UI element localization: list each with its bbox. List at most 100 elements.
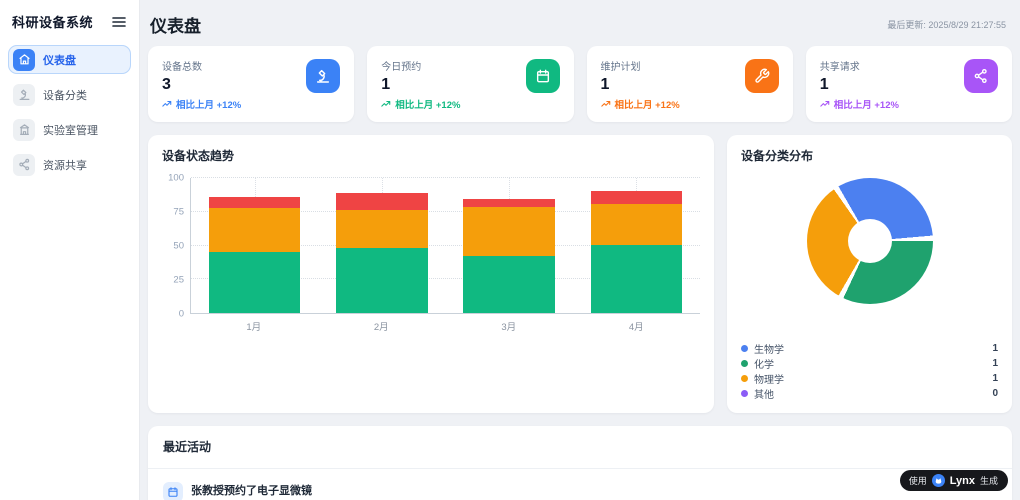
legend-dot	[741, 375, 748, 382]
stacked-bar	[336, 193, 428, 313]
bar-segment-red	[463, 198, 555, 207]
stacked-bar	[590, 190, 683, 313]
gridline	[191, 278, 700, 280]
stat-label: 今日预约	[381, 62, 422, 73]
device-status-trend-card: 设备状态趋势 0 25 50 75 100 1月 2月 3月 4月	[148, 135, 714, 413]
stat-card-today-bookings: 今日预约 1 相比上月 +12%	[367, 46, 574, 122]
donut-chart-box	[741, 178, 998, 304]
lynx-badge[interactable]: 使用 Lynx 生成	[899, 470, 1008, 491]
donut-chart	[806, 178, 933, 304]
bar-segment-orange	[590, 204, 683, 245]
y-axis-labels: 0 25 50 75 100	[162, 173, 190, 320]
x-tick-label: 1月	[246, 322, 262, 333]
sidebar-item-lab-management[interactable]: 实验室管理	[8, 115, 131, 144]
trending-up-icon	[162, 99, 172, 109]
bar-segment-red	[336, 193, 428, 210]
bar-segment-green	[336, 247, 428, 313]
bar-group	[318, 178, 445, 313]
stat-card-total-devices: 设备总数 3 相比上月 +12%	[148, 46, 355, 122]
home-icon	[13, 48, 35, 71]
legend-dot	[741, 390, 748, 397]
trending-up-icon	[600, 99, 611, 109]
calendar-icon	[525, 59, 560, 93]
wrench-icon	[744, 59, 779, 93]
bar-segment-orange	[208, 208, 301, 252]
app-title: 科研设备系统	[12, 15, 94, 30]
y-tick-label: 0	[178, 308, 184, 320]
gridline	[191, 244, 700, 246]
recent-activity-card: 最近活动 张教授预约了电子显微镜 10分钟前	[148, 426, 1012, 500]
donut-hole	[847, 219, 892, 263]
stacked-bar	[463, 198, 555, 313]
stat-cards-row: 设备总数 3 相比上月 +12% 今日预约 1 相比上月 +12% 维护计划 1	[148, 46, 1012, 122]
sidebar-nav: 仪表盘 设备分类 实验室管理 资源共享	[0, 45, 139, 179]
bar-group	[573, 178, 700, 313]
stat-card-share-requests: 共享请求 1 相比上月 +12%	[805, 46, 1012, 122]
x-tick-label: 3月	[501, 322, 517, 333]
donut-legend: 生物学 1 化学 1 物理学 1 其他 0	[741, 341, 998, 401]
x-tick-label: 4月	[628, 322, 644, 333]
x-tick-label: 2月	[373, 322, 389, 333]
sidebar-item-dashboard[interactable]: 仪表盘	[8, 45, 131, 74]
bar-segment-green	[590, 245, 683, 313]
stat-trend: 相比上月 +12%	[381, 97, 460, 111]
bar-segment-red	[590, 190, 683, 205]
y-tick-label: 25	[173, 274, 184, 286]
legend-row-biology[interactable]: 生物学 1	[741, 341, 998, 356]
sidebar-item-label: 设备分类	[43, 89, 87, 102]
sidebar-item-label: 资源共享	[43, 159, 87, 172]
microscope-icon	[13, 83, 35, 106]
page-title: 仪表盘	[150, 17, 201, 36]
x-axis-labels: 1月 2月 3月 4月	[190, 319, 700, 333]
bar-segment-green	[208, 251, 301, 313]
bar-group	[191, 178, 318, 313]
sidebar: 科研设备系统 仪表盘 设备分类 实验室管理 资源共享	[0, 0, 140, 500]
hamburger-menu-icon[interactable]	[111, 14, 127, 30]
charts-row: 设备状态趋势 0 25 50 75 100 1月 2月 3月 4月 设备分类分布 生物学 1	[148, 135, 1012, 413]
y-tick-label: 75	[173, 206, 184, 218]
main-content: 仪表盘 最后更新: 2025/8/29 21:27:55 设备总数 3 相比上月…	[140, 0, 1020, 500]
stat-label: 设备总数	[162, 62, 202, 73]
stat-label: 共享请求	[819, 62, 860, 73]
recent-activity-header: 最近活动	[148, 426, 1012, 469]
stat-label: 维护计划	[600, 62, 641, 73]
stat-value: 1	[600, 76, 610, 93]
chart-title: 设备状态趋势	[162, 149, 235, 163]
gridline	[191, 210, 700, 212]
bar-segment-red	[208, 197, 301, 209]
legend-dot	[741, 345, 748, 352]
y-tick-label: 50	[173, 240, 184, 252]
gridline	[191, 177, 700, 178]
calendar-icon	[163, 482, 183, 500]
microscope-icon	[306, 59, 341, 93]
legend-row-chemistry[interactable]: 化学 1	[741, 356, 998, 371]
lynx-logo-icon	[931, 474, 945, 487]
legend-row-physics[interactable]: 物理学 1	[741, 371, 998, 386]
bar-group	[446, 178, 573, 313]
sidebar-item-device-categories[interactable]: 设备分类	[8, 80, 131, 109]
chart-title: 设备分类分布	[741, 149, 814, 163]
legend-row-others[interactable]: 其他 0	[741, 386, 998, 401]
trending-up-icon	[820, 99, 830, 109]
badge-prefix: 使用	[908, 476, 927, 486]
sidebar-item-label: 仪表盘	[43, 54, 76, 67]
badge-brand: Lynx	[949, 474, 975, 487]
sidebar-item-label: 实验室管理	[43, 124, 98, 137]
bar-segment-orange	[463, 206, 555, 256]
lab-building-icon	[13, 118, 35, 141]
recent-activity-title: 最近活动	[163, 440, 212, 454]
y-tick-label: 100	[168, 172, 184, 184]
stat-value: 1	[819, 76, 829, 93]
share-icon	[964, 59, 998, 93]
sidebar-item-resource-sharing[interactable]: 资源共享	[8, 150, 131, 179]
bar-plot	[190, 177, 700, 314]
stacked-bar	[208, 197, 301, 313]
activity-text: 张教授预约了电子显微镜	[191, 485, 312, 497]
bar-segment-green	[463, 255, 555, 313]
stat-trend: 相比上月 +12%	[162, 97, 241, 111]
stat-trend: 相比上月 +12%	[820, 97, 899, 111]
bar-segment-orange	[336, 209, 428, 248]
stat-trend: 相比上月 +12%	[600, 97, 680, 111]
sidebar-header: 科研设备系统	[0, 0, 139, 45]
share-icon	[13, 153, 35, 176]
